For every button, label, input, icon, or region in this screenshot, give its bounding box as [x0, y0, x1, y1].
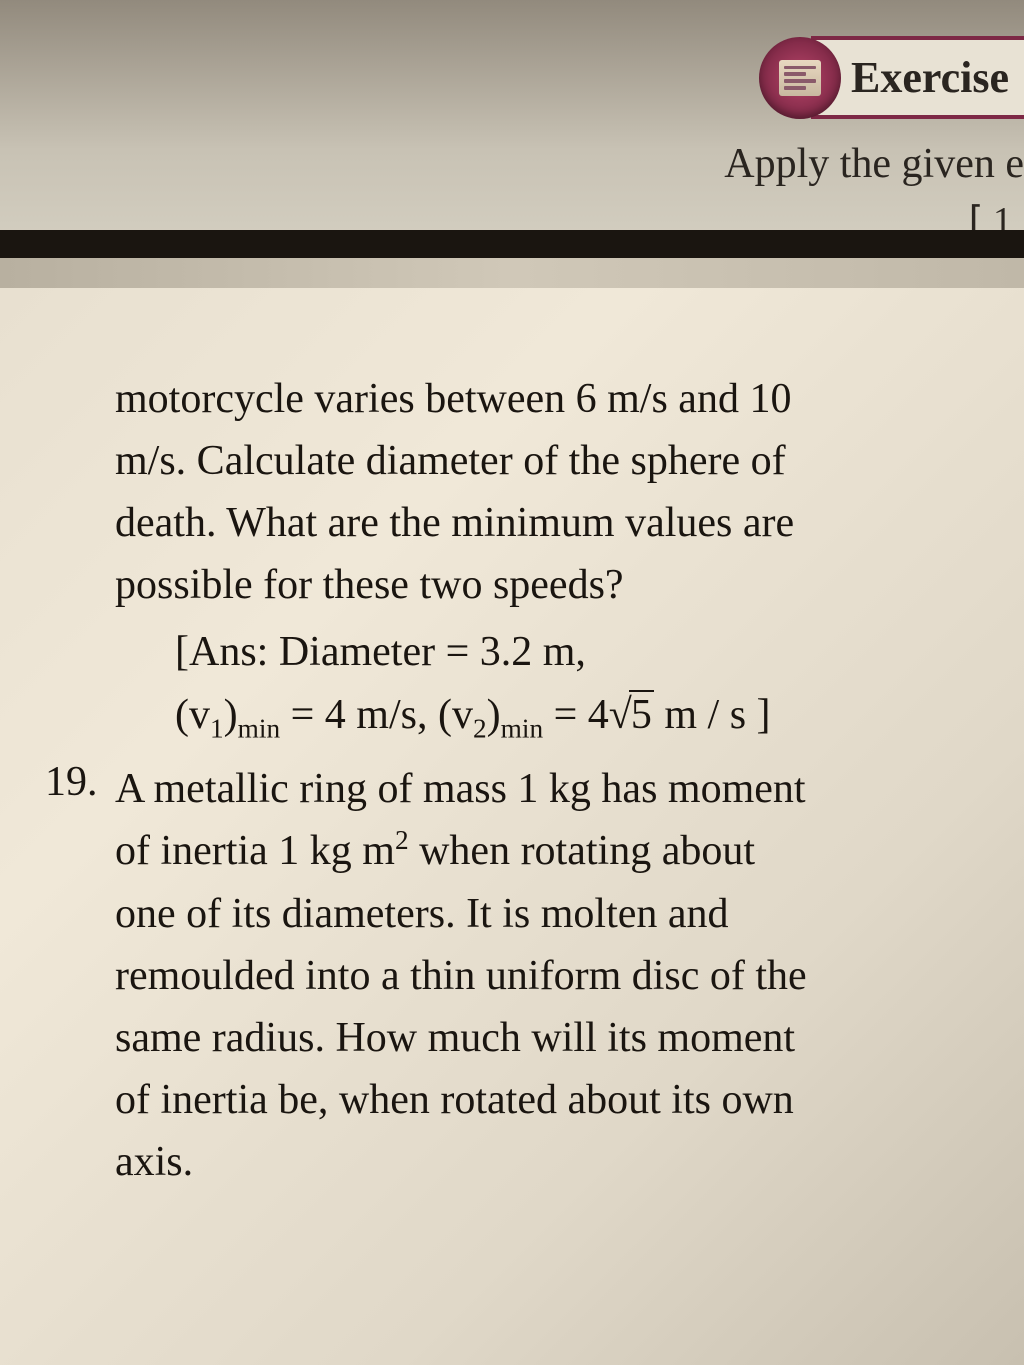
p19-line7: axis.: [115, 1139, 193, 1185]
p19-line2a: of inertia 1 kg m: [115, 828, 395, 874]
problem-number-19: 19.: [45, 758, 115, 1193]
sqrt-expr: √5: [609, 684, 654, 748]
exercise-tab: Exercise: [759, 40, 1024, 115]
ans-v1-paren: ): [224, 692, 238, 738]
p19-line1: A metallic ring of mass 1 kg has moment: [115, 766, 806, 812]
ans-v1-prefix: (v: [175, 692, 210, 738]
p19-line5: same radius. How much will its moment: [115, 1015, 795, 1061]
main-content: motorcycle varies between 6 m/s and 10 m…: [0, 288, 1024, 1365]
ans-v2-paren: ): [487, 692, 501, 738]
ans-v2-eq: = 4: [543, 692, 609, 738]
problem-18-partial: motorcycle varies between 6 m/s and 10 m…: [115, 368, 979, 617]
exercise-badge-circle: [759, 37, 841, 119]
p19-line4: remoulded into a thin uniform disc of th…: [115, 953, 807, 999]
problem-19: 19. A metallic ring of mass 1 kg has mom…: [45, 758, 979, 1193]
problem-19-body: A metallic ring of mass 1 kg has moment …: [115, 758, 979, 1193]
p18-line1: motorcycle varies between 6 m/s and 10: [115, 376, 791, 422]
p18-line4: possible for these two speeds?: [115, 562, 624, 608]
p19-line2b: when rotating about: [409, 828, 755, 874]
p19-line3: one of its diameters. It is molten and: [115, 891, 729, 937]
ans-v2-sub1: 2: [473, 714, 487, 744]
problem-18-answer: [Ans: Diameter = 3.2 m, (v1)min = 4 m/s,…: [175, 621, 979, 751]
ans-v1-val: = 4 m/s, (v: [280, 692, 473, 738]
sqrt-arg: 5: [629, 690, 654, 738]
p18-line2: m/s. Calculate diameter of the sphere of: [115, 438, 786, 484]
ans-v1-sub1: 1: [210, 714, 224, 744]
ans-v1-sub2: min: [238, 714, 280, 744]
separator-bar: [0, 230, 1024, 258]
p18-line3: death. What are the minimum values are: [115, 500, 794, 546]
p19-exp: 2: [395, 825, 409, 855]
ans-line1: [Ans: Diameter = 3.2 m,: [175, 629, 586, 675]
exercise-label: Exercise: [811, 36, 1024, 119]
apply-text-fragment: Apply the given e: [724, 140, 1024, 188]
notebook-icon: [779, 60, 821, 96]
page-top-region: Exercise Apply the given e ⌈ 1: [0, 0, 1024, 250]
ans-v2-sub2: min: [501, 714, 543, 744]
ans-v2-units: m / s ]: [654, 692, 771, 738]
p19-line6: of inertia be, when rotated about its ow…: [115, 1077, 794, 1123]
page-edge-strip: [0, 258, 1024, 288]
